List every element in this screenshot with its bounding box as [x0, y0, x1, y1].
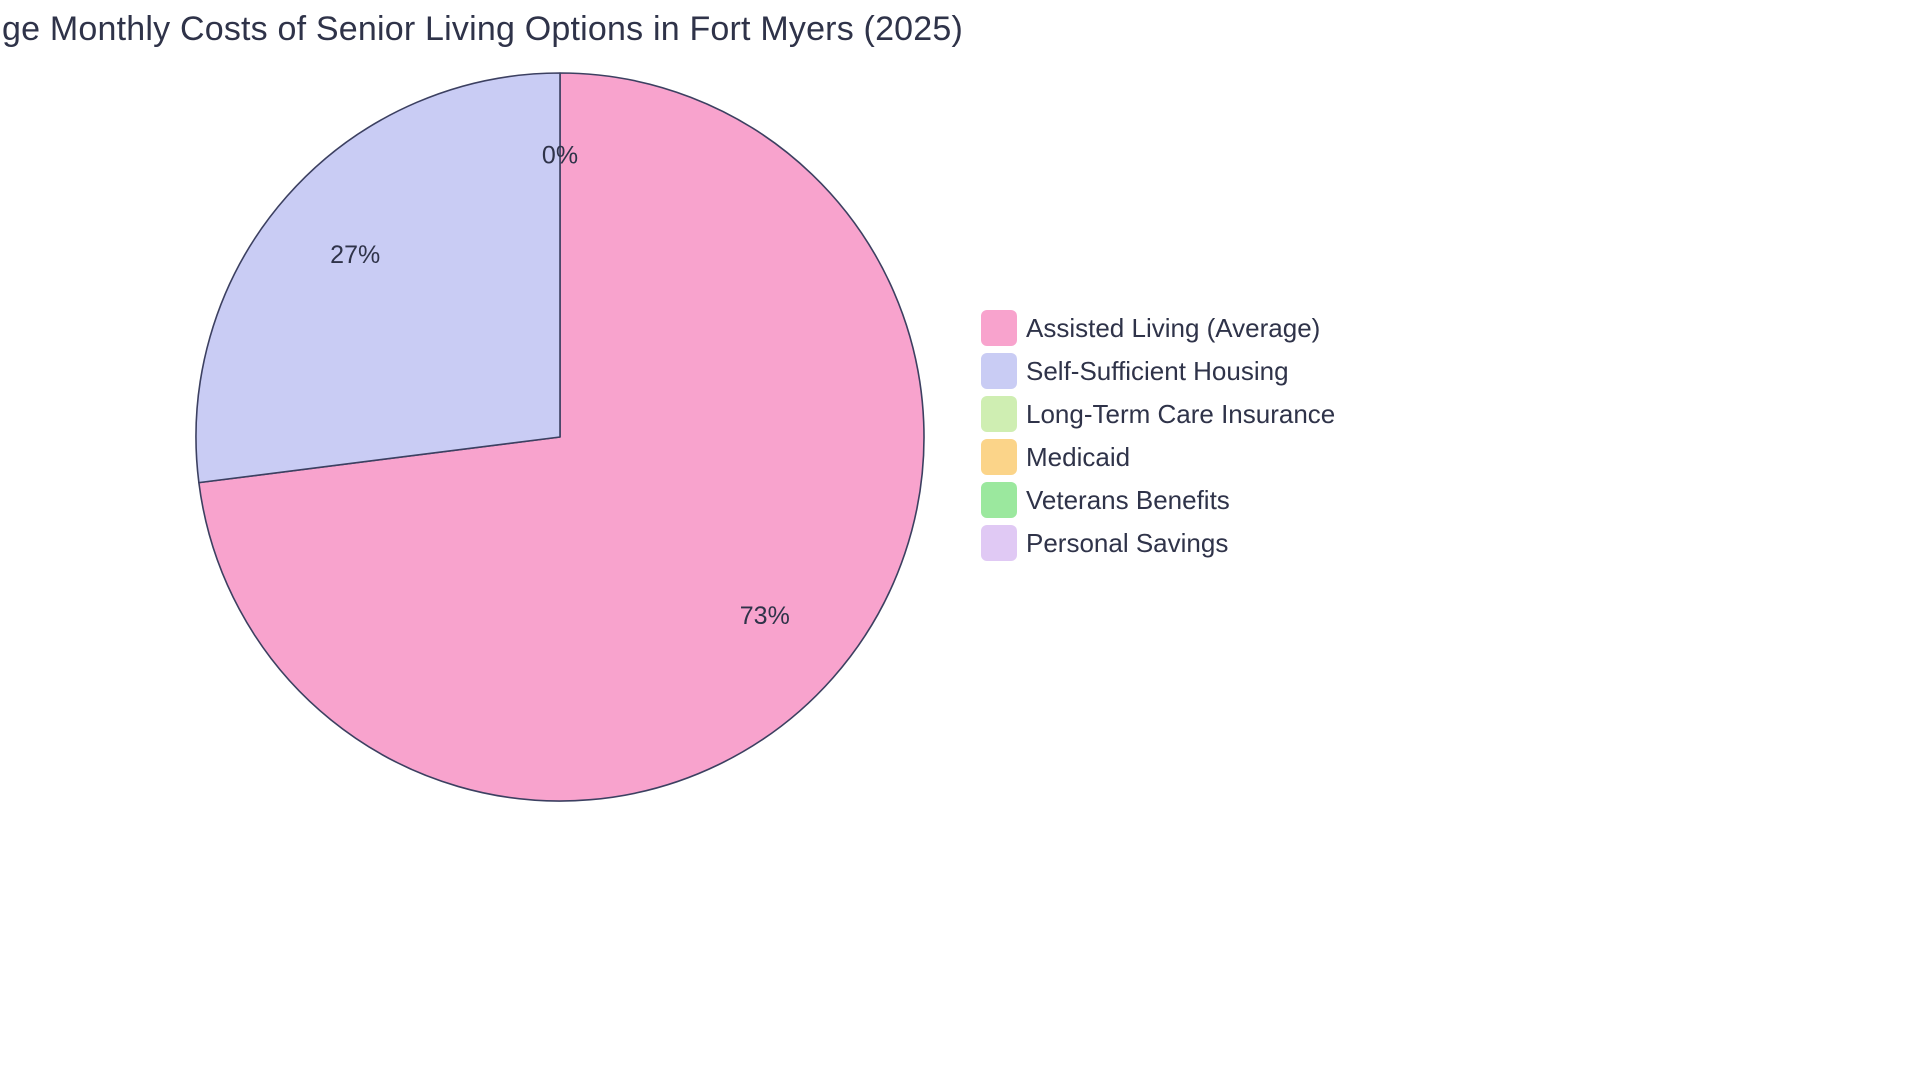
legend-item: Medicaid	[981, 439, 1335, 475]
legend-swatch	[981, 353, 1017, 389]
legend-item: Personal Savings	[981, 525, 1335, 561]
legend-item: Self-Sufficient Housing	[981, 353, 1335, 389]
pie-slice-label: 27%	[330, 241, 380, 269]
legend-item: Long-Term Care Insurance	[981, 396, 1335, 432]
legend-item: Assisted Living (Average)	[981, 310, 1335, 346]
legend-label: Long-Term Care Insurance	[1026, 398, 1336, 429]
legend-item: Veterans Benefits	[981, 482, 1335, 518]
legend-swatch	[981, 310, 1017, 346]
pie-zero-label: 0%	[542, 141, 578, 169]
pie-slice	[198, 72, 925, 802]
chart-title: ge Monthly Costs of Senior Living Option…	[2, 10, 964, 48]
legend: Assisted Living (Average) Self-Sufficient…	[981, 310, 1335, 568]
pie-slice-label: 73%	[740, 602, 790, 630]
legend-swatch	[981, 396, 1017, 432]
legend-label: Medicaid	[1026, 441, 1131, 472]
legend-label: Self-Sufficient Housing	[1026, 355, 1289, 386]
legend-label: Veterans Benefits	[1026, 484, 1230, 515]
legend-label: Assisted Living (Average)	[1026, 312, 1321, 343]
pie-slice	[195, 72, 561, 484]
legend-swatch	[981, 482, 1017, 518]
legend-swatch	[981, 439, 1017, 475]
legend-swatch	[981, 525, 1017, 561]
legend-label: Personal Savings	[1026, 527, 1229, 558]
